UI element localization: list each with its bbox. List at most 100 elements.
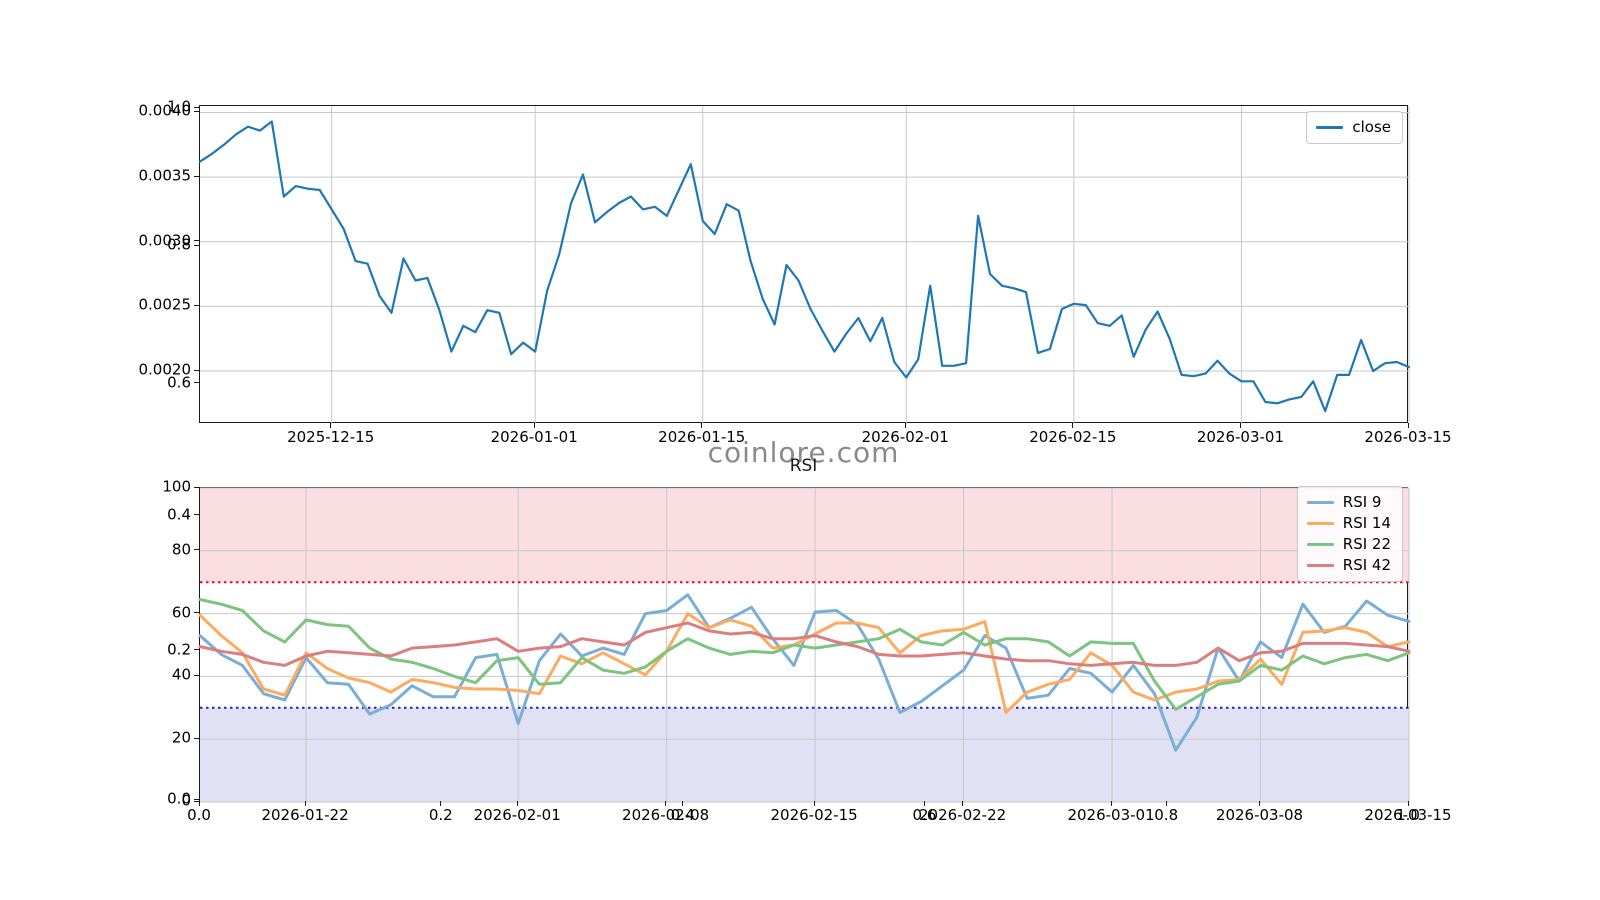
legend-item-rsi42: RSI 42 xyxy=(1306,555,1391,576)
x2-tick-mark xyxy=(198,801,200,806)
x-tick-mark xyxy=(665,801,667,806)
watermark: coinlore.com xyxy=(707,436,900,469)
x-tick-label: 2026-01-01 xyxy=(490,428,578,446)
x-tick-mark xyxy=(1407,423,1409,428)
x-tick-label: 2026-01-15 xyxy=(658,428,746,446)
rsi-chart-title: RSI xyxy=(789,456,818,476)
price-plot-svg xyxy=(198,106,1411,424)
x-tick-label: 2026-03-01 xyxy=(1067,806,1155,824)
x-tick-mark xyxy=(962,801,964,806)
x2-tick-mark xyxy=(923,801,925,806)
x-tick-label: 2025-12-15 xyxy=(287,428,375,446)
y-tick-mark xyxy=(194,110,199,112)
y-tick-label: 80 xyxy=(171,540,191,559)
price-chart xyxy=(198,105,1411,424)
x-tick-label: 2026-02-22 xyxy=(918,806,1007,824)
RSI-plot-svg xyxy=(198,487,1411,803)
x-tick-mark xyxy=(904,423,906,428)
rsi22-line-swatch xyxy=(1306,543,1334,546)
y-tick-label: 20 xyxy=(171,728,191,747)
y2-tick-label: 1.0 xyxy=(167,97,191,116)
price-legend: close xyxy=(1306,111,1403,144)
rsi9-line-swatch xyxy=(1306,501,1334,504)
close-line-swatch xyxy=(1316,126,1344,129)
x-tick-label: 2026-03-08 xyxy=(1215,806,1304,824)
x2-tick-label: 0.8 xyxy=(1154,806,1179,824)
series-line-rsi-14 xyxy=(198,612,1411,714)
x2-tick-mark xyxy=(1407,801,1409,806)
y2-tick-mark xyxy=(194,382,199,384)
y-tick-mark xyxy=(194,737,199,739)
y-tick-mark xyxy=(194,240,199,242)
rsi14-line-swatch xyxy=(1306,522,1334,525)
legend-label-rsi14: RSI 14 xyxy=(1342,514,1391,532)
y2-tick-mark xyxy=(194,244,199,246)
y2-tick-label: 0.6 xyxy=(167,373,191,392)
legend-label-rsi42: RSI 42 xyxy=(1342,556,1391,574)
y-tick-mark xyxy=(194,549,199,551)
y-tick-mark xyxy=(194,486,199,488)
x-tick-label: 2026-02-15 xyxy=(770,806,858,824)
x-tick-mark xyxy=(1259,801,1261,806)
y-tick-label: 60 xyxy=(171,603,191,622)
series-line-rsi-22 xyxy=(198,598,1411,711)
x-tick-mark xyxy=(813,801,815,806)
x-tick-label: 2026-02-15 xyxy=(1029,428,1117,446)
x2-tick-label: 0.6 xyxy=(912,806,937,824)
y-tick-mark xyxy=(194,304,199,306)
y-tick-mark xyxy=(194,369,199,371)
rsi-chart xyxy=(198,487,1411,803)
x2-tick-label: 0.2 xyxy=(428,806,453,824)
y2-tick-mark xyxy=(194,649,199,651)
y-tick-label: 0.0025 xyxy=(138,295,192,314)
rsi-legend: RSI 9 RSI 14 RSI 22 RSI 42 xyxy=(1296,486,1403,582)
x-tick-label: 2026-03-15 xyxy=(1364,428,1452,446)
legend-label-rsi22: RSI 22 xyxy=(1342,535,1391,553)
x2-tick-label: 1.0 xyxy=(1396,806,1420,824)
y2-tick-mark xyxy=(194,514,199,516)
x-tick-mark xyxy=(516,801,518,806)
x-tick-label: 2026-03-01 xyxy=(1196,428,1284,446)
y-tick-label: 0.0040 xyxy=(138,101,192,120)
x-tick-label: 2026-02-01 xyxy=(473,806,561,824)
x2-tick-label: 0.4 xyxy=(670,806,695,824)
legend-item-rsi22: RSI 22 xyxy=(1306,534,1391,555)
x-tick-label: 2026-02-01 xyxy=(861,428,949,446)
x-tick-mark xyxy=(1239,423,1241,428)
x2-tick-label: 0.0 xyxy=(187,806,211,824)
y-tick-mark xyxy=(194,175,199,177)
legend-label-close: close xyxy=(1352,118,1391,136)
x-tick-label: 2026-03-15 xyxy=(1364,806,1452,824)
x-tick-label: 2026-01-22 xyxy=(261,806,349,824)
y-tick-label: 0.0030 xyxy=(138,231,192,250)
legend-label-rsi9: RSI 9 xyxy=(1342,493,1382,511)
x-tick-mark xyxy=(701,423,703,428)
y2-tick-mark xyxy=(194,106,199,108)
legend-item-rsi14: RSI 14 xyxy=(1306,513,1391,534)
series-line-close xyxy=(198,120,1411,413)
series-line-rsi-42 xyxy=(198,621,1411,667)
y-tick-label: 0.0020 xyxy=(138,360,192,379)
x2-tick-mark xyxy=(1165,801,1167,806)
x2-tick-mark xyxy=(682,801,684,806)
y2-tick-label: 0.0 xyxy=(167,789,191,808)
x-tick-mark xyxy=(1110,801,1112,806)
x-tick-mark xyxy=(1072,423,1074,428)
y-tick-label: 100 xyxy=(162,477,191,496)
legend-item-close: close xyxy=(1316,117,1391,138)
x-tick-label: 2026-02-08 xyxy=(622,806,710,824)
x2-tick-mark xyxy=(440,801,442,806)
y-tick-label: 0 xyxy=(181,791,191,810)
y-tick-label: 0.0035 xyxy=(138,166,192,185)
y-tick-mark xyxy=(194,674,199,676)
y-tick-label: 40 xyxy=(171,665,191,684)
rsi42-line-swatch xyxy=(1306,564,1334,567)
y2-tick-mark xyxy=(194,798,199,800)
x-tick-mark xyxy=(330,423,332,428)
legend-item-rsi9: RSI 9 xyxy=(1306,492,1391,513)
x-tick-mark xyxy=(533,423,535,428)
x-tick-mark xyxy=(304,801,306,806)
y2-tick-label: 0.8 xyxy=(167,235,191,254)
y-tick-mark xyxy=(194,800,199,802)
